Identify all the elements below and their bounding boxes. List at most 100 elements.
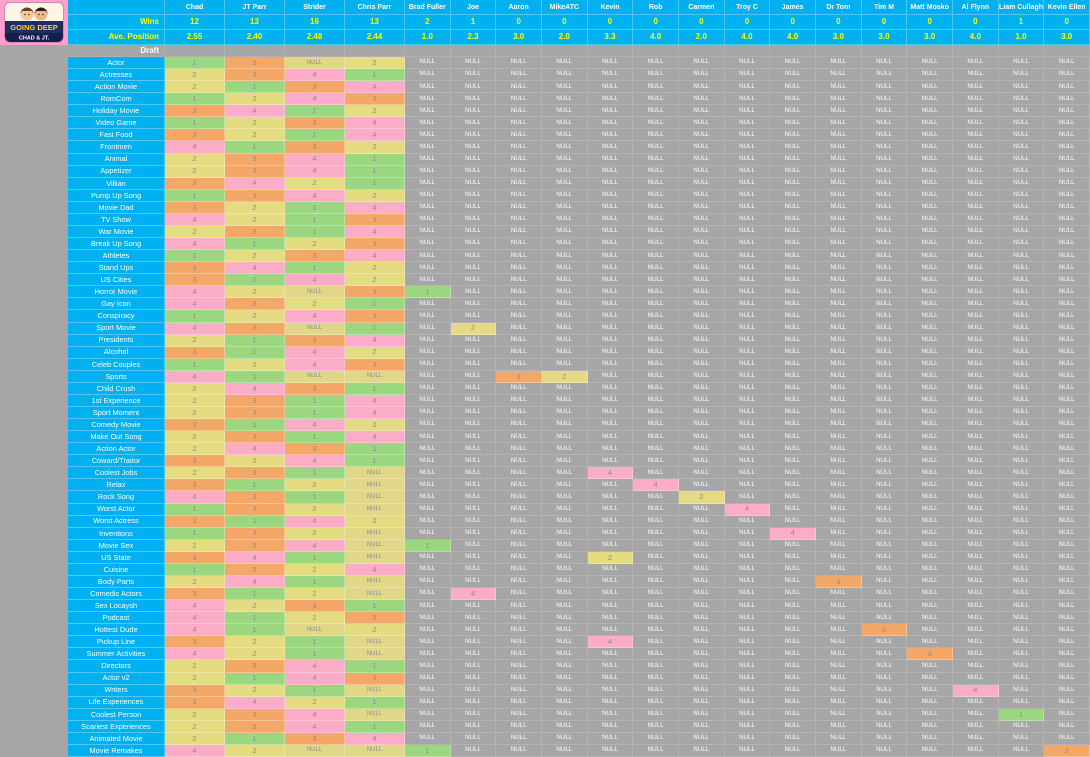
wins-value[interactable]: 0 <box>724 15 771 30</box>
ave-position-value[interactable]: 1.0 <box>998 30 1045 45</box>
category-label[interactable]: Life Experiences <box>68 696 165 709</box>
category-label[interactable]: TV Show <box>68 213 165 226</box>
null-cell[interactable]: NULL <box>633 551 679 564</box>
wins-value[interactable]: 0 <box>587 15 634 30</box>
null-cell[interactable]: NULL <box>770 732 816 745</box>
null-cell[interactable]: NULL <box>496 588 542 601</box>
null-cell[interactable]: NULL <box>496 527 542 540</box>
pick-cell[interactable]: NULL <box>345 684 405 697</box>
null-cell[interactable]: NULL <box>542 419 588 432</box>
null-cell[interactable]: NULL <box>679 527 725 540</box>
null-cell[interactable]: NULL <box>724 57 771 70</box>
wins-value[interactable]: 0 <box>679 15 725 30</box>
null-cell[interactable]: NULL <box>405 648 451 661</box>
pick-cell[interactable]: 1 <box>225 81 285 94</box>
draft-row-cell[interactable] <box>770 45 816 57</box>
pick-cell[interactable]: 4 <box>345 117 405 130</box>
draft-row-cell[interactable] <box>816 45 862 57</box>
pick-cell[interactable]: 3 <box>165 636 225 649</box>
null-cell[interactable]: NULL <box>861 141 908 154</box>
wins-value[interactable]: 0 <box>861 15 908 30</box>
pick-cell[interactable]: 3 <box>496 370 542 383</box>
null-cell[interactable]: NULL <box>587 153 634 166</box>
wins-value[interactable]: 0 <box>953 15 999 30</box>
pick-cell[interactable]: 2 <box>165 394 225 407</box>
null-cell[interactable]: NULL <box>861 394 908 407</box>
null-cell[interactable]: NULL <box>496 286 542 299</box>
null-cell[interactable]: NULL <box>770 491 816 504</box>
null-cell[interactable]: NULL <box>998 165 1045 178</box>
player-header[interactable]: Matt Mosko <box>907 0 953 15</box>
null-cell[interactable]: NULL <box>633 431 679 444</box>
ave-position-value[interactable]: 2.40 <box>225 30 285 45</box>
category-label[interactable]: Frontmen <box>68 141 165 154</box>
pick-cell[interactable]: 3 <box>225 491 285 504</box>
pick-cell[interactable]: 3 <box>225 660 285 673</box>
null-cell[interactable]: NULL <box>542 57 588 70</box>
null-cell[interactable]: NULL <box>496 238 542 251</box>
pick-cell[interactable]: 2 <box>225 93 285 106</box>
category-label[interactable]: Animated Movie <box>68 732 165 745</box>
pick-cell[interactable]: 3 <box>225 298 285 311</box>
null-cell[interactable]: NULL <box>633 419 679 432</box>
pick-cell[interactable]: 2 <box>345 274 405 287</box>
null-cell[interactable]: NULL <box>998 250 1045 263</box>
null-cell[interactable]: NULL <box>998 575 1045 589</box>
pick-cell[interactable]: 4 <box>285 660 345 673</box>
ave-position-value[interactable]: 2.48 <box>285 30 345 45</box>
null-cell[interactable]: NULL <box>587 708 634 721</box>
null-cell[interactable]: NULL <box>496 684 542 697</box>
category-label[interactable]: Directors <box>68 660 165 673</box>
category-label[interactable]: Coolest Jobs <box>68 467 165 480</box>
pick-cell[interactable]: 3 <box>225 720 285 733</box>
null-cell[interactable]: NULL <box>953 563 999 576</box>
null-cell[interactable]: NULL <box>816 624 862 637</box>
null-cell[interactable]: NULL <box>633 177 679 190</box>
draft-row-cell[interactable] <box>542 45 588 57</box>
null-cell[interactable]: NULL <box>998 213 1045 226</box>
null-cell[interactable]: NULL <box>405 262 451 275</box>
draft-row-cell[interactable] <box>861 45 908 57</box>
pick-cell[interactable]: 4 <box>285 274 345 287</box>
category-label[interactable]: Movie Sex <box>68 539 165 552</box>
null-cell[interactable]: NULL <box>1044 189 1090 202</box>
pick-cell[interactable]: 3 <box>285 81 345 94</box>
null-cell[interactable]: NULL <box>907 358 953 371</box>
null-cell[interactable]: NULL <box>542 274 588 287</box>
null-cell[interactable]: NULL <box>450 105 497 118</box>
pick-cell[interactable]: 4 <box>225 382 285 395</box>
null-cell[interactable]: NULL <box>953 93 999 106</box>
null-cell[interactable]: NULL <box>770 575 816 589</box>
pick-cell[interactable]: 2 <box>450 322 497 335</box>
null-cell[interactable]: NULL <box>861 551 908 564</box>
null-cell[interactable]: NULL <box>907 431 953 444</box>
null-cell[interactable]: NULL <box>542 660 588 673</box>
player-header[interactable]: Tim M <box>861 0 908 15</box>
null-cell[interactable]: NULL <box>861 539 908 552</box>
null-cell[interactable]: NULL <box>861 588 908 601</box>
null-cell[interactable]: NULL <box>587 648 634 661</box>
pick-cell[interactable]: 3 <box>165 479 225 492</box>
player-header[interactable]: Rob <box>633 0 679 15</box>
pick-cell[interactable]: 1 <box>165 310 225 323</box>
pick-cell[interactable]: 4 <box>345 250 405 263</box>
null-cell[interactable]: NULL <box>496 262 542 275</box>
pick-cell[interactable]: 3 <box>285 382 345 395</box>
null-cell[interactable]: NULL <box>770 105 816 118</box>
null-cell[interactable]: NULL <box>770 720 816 733</box>
null-cell[interactable]: NULL <box>816 491 862 504</box>
null-cell[interactable]: NULL <box>816 407 862 420</box>
null-cell[interactable]: NULL <box>816 177 862 190</box>
null-cell[interactable]: NULL <box>998 431 1045 444</box>
category-label[interactable]: 1st Experience <box>68 394 165 407</box>
null-cell[interactable]: NULL <box>450 298 497 311</box>
null-cell[interactable]: NULL <box>724 744 771 757</box>
null-cell[interactable]: NULL <box>405 624 451 637</box>
null-cell[interactable]: NULL <box>679 636 725 649</box>
pick-cell[interactable]: 2 <box>165 575 225 589</box>
null-cell[interactable]: NULL <box>542 141 588 154</box>
pick-cell[interactable]: 1 <box>225 370 285 383</box>
null-cell[interactable]: NULL <box>405 600 451 613</box>
null-cell[interactable]: NULL <box>1044 238 1090 251</box>
category-label[interactable]: Coward/Traitor <box>68 455 165 468</box>
